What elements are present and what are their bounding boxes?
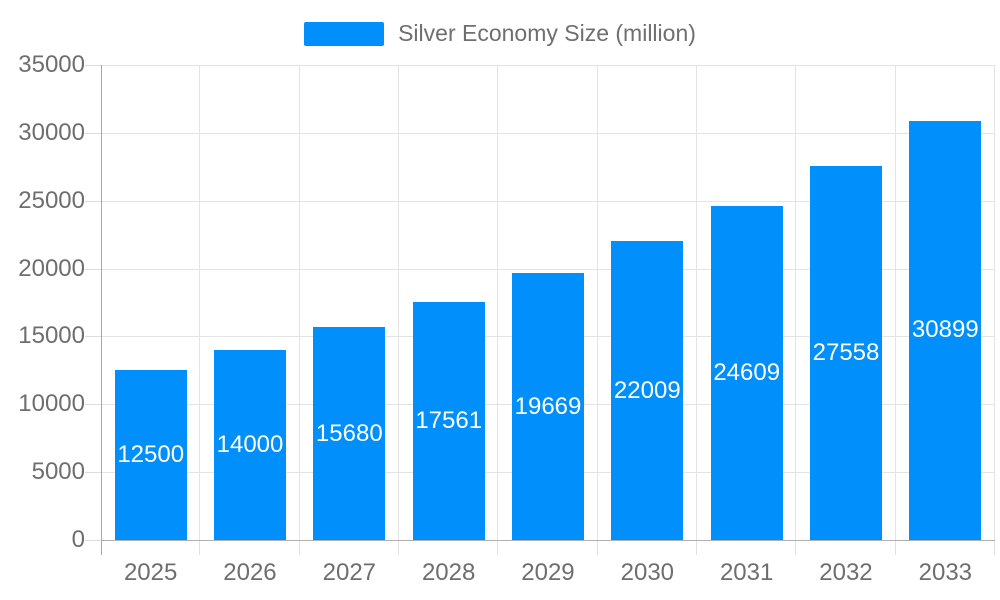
bar-value-label: 30899 [911,316,979,344]
y-tick-label: 15000 [18,322,85,350]
y-tick-label: 30000 [18,118,85,146]
x-axis-tick [298,540,300,555]
h-gridline [101,268,995,270]
v-gridline [298,65,300,540]
y-axis-tick [85,65,101,66]
y-axis-tick [85,540,101,541]
h-gridline [101,200,995,202]
x-axis-tick [894,540,896,555]
y-tick-label: 25000 [18,186,85,214]
y-tick-label: 5000 [31,458,85,486]
y-axis-tick [85,404,101,406]
x-tick-label: 2032 [819,559,873,586]
bar-2031[interactable]: 24609 [710,206,783,540]
v-gridline [398,65,399,540]
x-tick-label: 2031 [719,559,774,586]
y-axis-tick [85,336,101,338]
x-axis-tick [596,540,598,555]
x-tick-label: 2027 [322,559,377,586]
h-gridline [101,65,995,66]
y-axis-line [101,65,102,555]
x-tick-label: 2033 [918,559,973,586]
x-axis-tick [994,540,995,555]
v-gridline [696,65,697,540]
v-gridline [994,65,995,540]
bar-2033[interactable]: 30899 [909,120,982,540]
bar-2030[interactable]: 22009 [611,241,684,540]
x-axis-line [101,540,995,541]
y-axis-tick [85,472,101,474]
x-tick-label: 2030 [620,559,675,586]
bar-value-label: 27558 [812,339,880,366]
legend-swatch-icon [304,21,385,46]
y-axis-tick [85,268,101,270]
bar-value-label: 14000 [216,431,284,458]
bar-value-label: 19669 [514,392,582,420]
chart-legend: Silver Economy Size (million) [0,20,1000,47]
x-axis-tick [696,540,697,555]
v-gridline [894,65,896,540]
y-axis-tick [85,132,101,134]
legend-item-series[interactable]: Silver Economy Size (million) [304,20,696,47]
bar-2028[interactable]: 17561 [412,301,485,540]
bar-2032[interactable]: 27558 [810,166,882,540]
x-tick-label: 2028 [421,559,476,586]
v-gridline [596,65,598,540]
y-tick-label: 20000 [18,254,85,282]
bar-2027[interactable]: 15680 [313,327,386,540]
x-tick-label: 2029 [521,559,575,586]
x-axis-tick [398,540,399,555]
x-axis-tick [199,540,201,555]
plot-area: 12500 14000 15680 17561 19669 22009 24609 27558… [18,51,995,586]
x-axis-tick [795,540,797,555]
bar-2029[interactable]: 19669 [512,273,584,540]
x-tick-label: 2026 [223,559,277,586]
legend-label: Silver Economy Size (million) [398,20,696,46]
bar-2025[interactable]: 12500 [114,370,187,540]
y-axis-tick [85,200,101,202]
y-tick-label: 10000 [18,390,85,418]
v-gridline [199,65,201,540]
bar-value-label: 22009 [613,376,681,404]
x-tick-label: 2025 [123,559,178,586]
y-tick-label: 0 [71,526,85,553]
y-tick-label: 35000 [18,51,85,78]
v-gridline [497,65,499,540]
bar-value-label: 12500 [117,441,185,469]
h-gridline [101,132,995,134]
bar-value-label: 24609 [713,359,781,386]
bar-value-label: 17561 [415,406,483,434]
v-gridline [795,65,797,540]
bar-value-label: 15680 [315,419,383,447]
bar-2026[interactable]: 14000 [214,350,286,540]
x-axis-tick [497,540,499,555]
